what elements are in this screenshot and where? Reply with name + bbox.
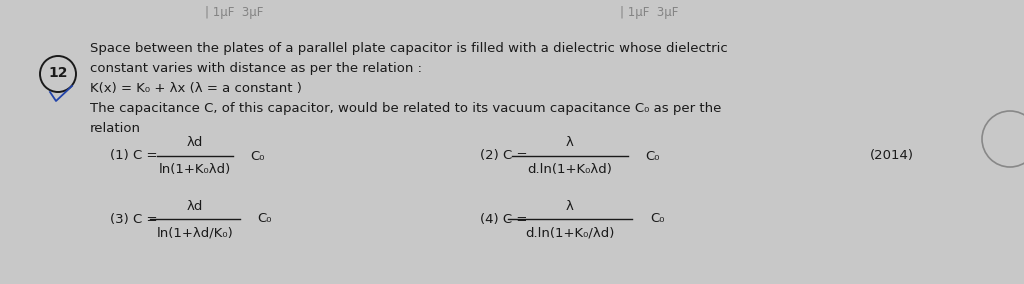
Text: K(x) = K₀ + λx (λ = a constant ): K(x) = K₀ + λx (λ = a constant ): [90, 82, 302, 95]
Text: d.ln(1+K₀λd): d.ln(1+K₀λd): [527, 164, 612, 176]
Text: C₀: C₀: [250, 149, 264, 162]
Text: constant varies with distance as per the relation :: constant varies with distance as per the…: [90, 62, 422, 75]
Text: λ: λ: [566, 137, 573, 149]
Text: λ: λ: [566, 199, 573, 212]
Text: C₀: C₀: [650, 212, 665, 225]
Text: (2) C =: (2) C =: [480, 149, 531, 162]
Text: λd: λd: [186, 137, 203, 149]
Text: d.ln(1+K₀/λd): d.ln(1+K₀/λd): [525, 227, 614, 239]
Text: λd: λd: [186, 199, 203, 212]
Text: 12: 12: [48, 66, 68, 80]
Text: C₀: C₀: [645, 149, 659, 162]
Text: relation: relation: [90, 122, 141, 135]
Text: The capacitance C, of this capacitor, would be related to its vacuum capacitance: The capacitance C, of this capacitor, wo…: [90, 102, 721, 115]
Text: | 1μF  3μF: | 1μF 3μF: [205, 6, 263, 19]
Text: (4) C =: (4) C =: [480, 212, 531, 225]
Text: ln(1+λd/K₀): ln(1+λd/K₀): [157, 227, 233, 239]
Text: C₀: C₀: [257, 212, 271, 225]
Text: (3) C =: (3) C =: [110, 212, 162, 225]
Text: (1) C =: (1) C =: [110, 149, 162, 162]
Text: (2014): (2014): [870, 149, 914, 162]
Text: Space between the plates of a parallel plate capacitor is filled with a dielectr: Space between the plates of a parallel p…: [90, 42, 728, 55]
Text: ln(1+K₀λd): ln(1+K₀λd): [159, 164, 231, 176]
Text: | 1μF  3μF: | 1μF 3μF: [620, 6, 678, 19]
